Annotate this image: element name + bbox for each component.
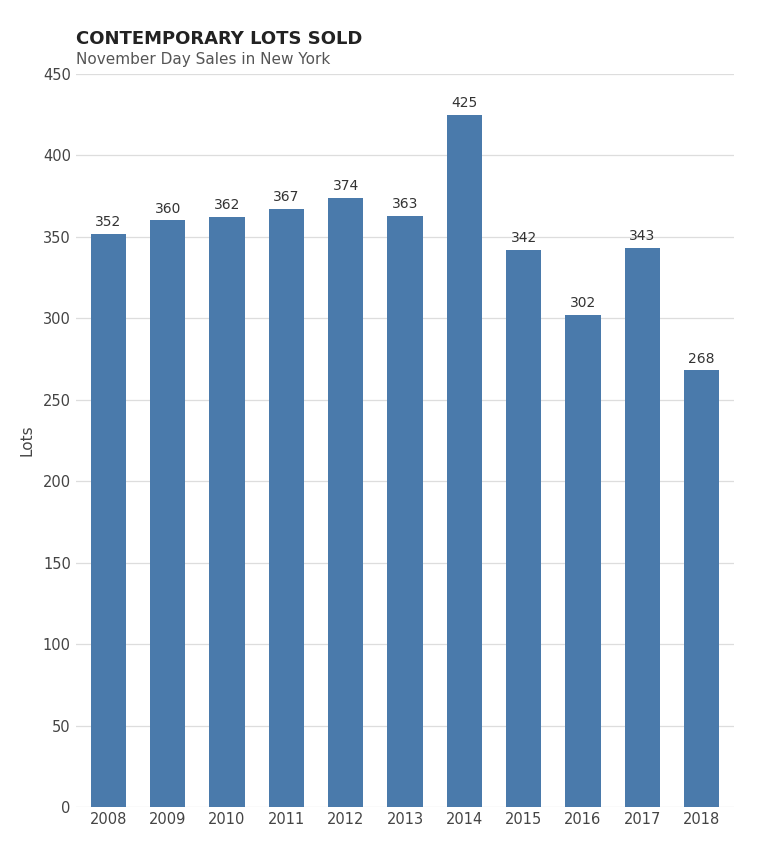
Text: 352: 352: [95, 214, 121, 228]
Bar: [684, 371, 719, 807]
Text: 342: 342: [510, 231, 537, 245]
Text: CONTEMPORARY LOTS SOLD: CONTEMPORARY LOTS SOLD: [76, 30, 362, 49]
Text: 268: 268: [688, 352, 715, 365]
Bar: [209, 217, 245, 807]
Y-axis label: Lots: Lots: [20, 424, 34, 457]
Bar: [447, 115, 482, 807]
Bar: [565, 315, 601, 807]
Bar: [91, 233, 126, 807]
Bar: [625, 248, 660, 807]
Text: 360: 360: [154, 201, 181, 215]
Text: 362: 362: [213, 198, 240, 213]
Text: 425: 425: [451, 95, 478, 109]
Text: 302: 302: [570, 296, 596, 310]
Bar: [269, 209, 304, 807]
Text: 363: 363: [392, 197, 418, 211]
Text: 343: 343: [629, 229, 656, 243]
Bar: [328, 198, 363, 807]
Text: 367: 367: [273, 190, 300, 204]
Text: November Day Sales in New York: November Day Sales in New York: [76, 52, 330, 67]
Bar: [506, 250, 541, 807]
Bar: [150, 220, 185, 807]
Text: 374: 374: [332, 179, 359, 193]
Bar: [387, 215, 423, 807]
